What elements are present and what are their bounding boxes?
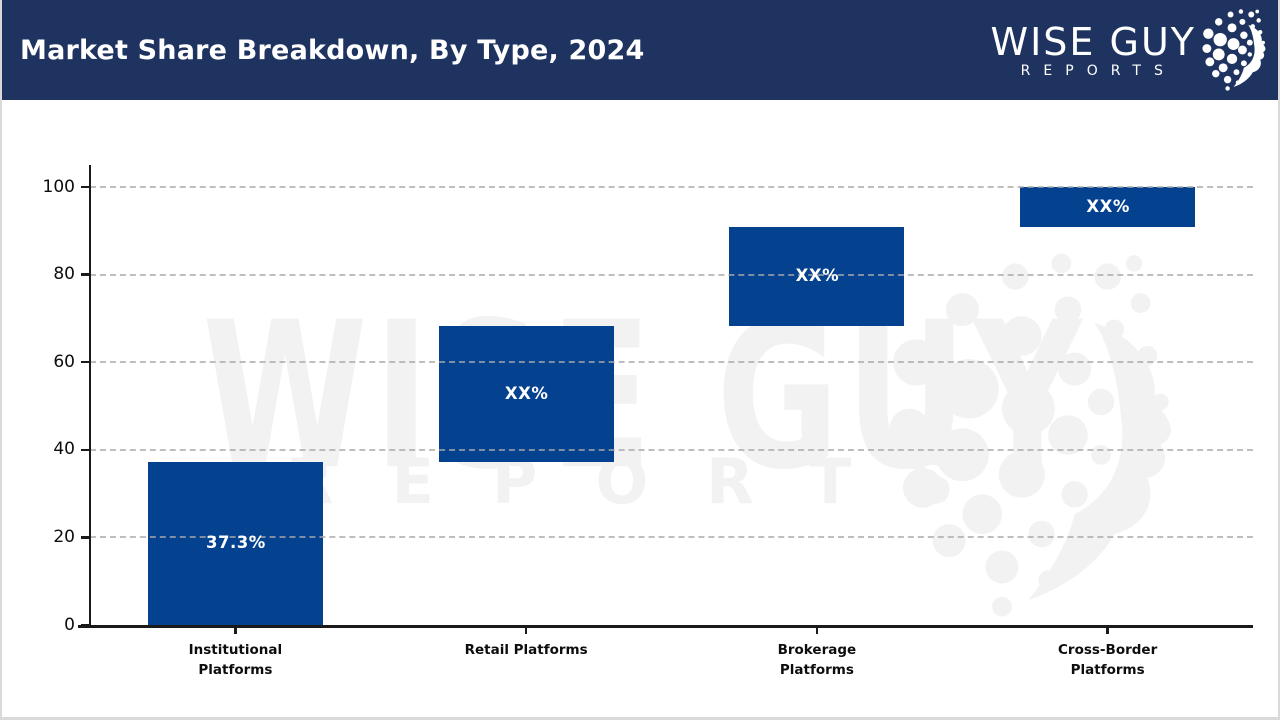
watermark-head-icon [889, 253, 1171, 617]
dotted-head-logo-icon [1202, 9, 1266, 91]
y-tick-mark [81, 448, 89, 451]
logo-name: WISE GUY [990, 19, 1196, 64]
bar [729, 226, 905, 326]
gridline [90, 273, 1253, 276]
page-title: Market Share Breakdown, By Type, 2024 [20, 34, 645, 66]
wise-guy-logo: WISE GUY REPORTS [991, 0, 1272, 100]
logo-text: WISE GUY REPORTS [991, 23, 1196, 78]
y-tick-mark [81, 185, 89, 189]
x-category-label: Retail Platforms [464, 642, 588, 658]
bar [1020, 187, 1196, 227]
bar-value-label: XX% [1086, 196, 1130, 216]
gridline [90, 186, 1253, 188]
bar [438, 325, 614, 462]
bar-value-label: XX% [504, 383, 549, 403]
x-tick-mark [815, 627, 819, 634]
watermark-subtext: REPORTS [285, 445, 1013, 518]
y-tick-label: 0 [64, 614, 75, 635]
bar-value-label: XX% [795, 266, 840, 286]
y-tick-mark [81, 536, 89, 539]
y-tick-label: 100 [42, 176, 75, 197]
gridline [90, 448, 1253, 451]
x-category-label: Cross-Border Platforms [1058, 642, 1158, 679]
x-tick-mark [1106, 627, 1109, 634]
x-tick-mark [234, 627, 237, 634]
bar [147, 461, 323, 625]
y-tick-label: 20 [53, 526, 75, 547]
y-tick-label: 60 [53, 351, 75, 372]
y-tick-label: 40 [53, 439, 75, 460]
gridline [90, 361, 1253, 364]
bar-value-label: 37.3% [206, 533, 266, 553]
x-category-label: Brokerage Platforms [777, 642, 857, 679]
x-tick-mark [524, 627, 528, 634]
waterfall-chart: WISE GUY REPORTS 0 20 40 60 80 100 37.3% Instit… [0, 100, 1280, 720]
y-tick-mark [81, 273, 89, 276]
y-tick-mark [81, 623, 89, 627]
y-tick-mark [81, 361, 89, 364]
logo-subtitle: REPORTS [1020, 62, 1176, 79]
gridline [90, 536, 1253, 539]
x-category-label: Institutional Platforms [188, 642, 283, 679]
y-axis-line [88, 165, 92, 627]
x-axis-line [78, 625, 1253, 628]
header-bar: Market Share Breakdown, By Type, 2024 WI… [0, 0, 1280, 100]
y-tick-label: 80 [53, 264, 75, 285]
